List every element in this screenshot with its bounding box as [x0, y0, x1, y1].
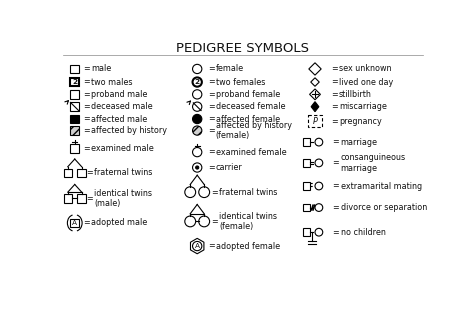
- Bar: [77, 194, 86, 203]
- Text: =: =: [331, 65, 338, 73]
- Text: =: =: [83, 78, 90, 86]
- Bar: [64, 194, 72, 203]
- Text: adopted female: adopted female: [216, 242, 280, 251]
- Text: =: =: [83, 90, 90, 99]
- Bar: [71, 65, 79, 73]
- Text: =: =: [333, 138, 339, 147]
- Text: stillbirth: stillbirth: [339, 90, 372, 99]
- Text: pregnancy: pregnancy: [339, 117, 382, 126]
- Text: =: =: [333, 203, 339, 212]
- Text: affected by history: affected by history: [91, 126, 167, 135]
- Text: =: =: [333, 182, 339, 190]
- Text: =: =: [333, 158, 339, 167]
- Text: proband female: proband female: [216, 90, 280, 99]
- Text: =: =: [331, 102, 338, 111]
- Circle shape: [192, 126, 202, 135]
- Text: identical twins
(female): identical twins (female): [219, 212, 277, 231]
- Text: =: =: [208, 90, 215, 99]
- Text: =: =: [83, 102, 90, 111]
- Text: no children: no children: [341, 228, 385, 237]
- Bar: [302, 204, 310, 211]
- Text: fraternal twins: fraternal twins: [94, 169, 153, 177]
- Text: =: =: [83, 218, 90, 227]
- Text: =: =: [83, 144, 90, 153]
- Text: =: =: [208, 163, 215, 172]
- Text: =: =: [211, 217, 218, 226]
- Bar: [71, 78, 79, 86]
- Text: =: =: [331, 117, 338, 126]
- Text: extramarital mating: extramarital mating: [341, 182, 422, 190]
- Text: =: =: [83, 114, 90, 123]
- Text: affected male: affected male: [91, 114, 147, 123]
- Bar: [71, 144, 79, 153]
- Text: =: =: [86, 194, 93, 203]
- Text: =: =: [208, 126, 215, 135]
- Bar: [71, 126, 79, 135]
- Text: proband male: proband male: [91, 90, 147, 99]
- Bar: [308, 115, 322, 128]
- Text: =: =: [208, 148, 215, 157]
- Text: =: =: [208, 65, 215, 73]
- Text: male: male: [91, 65, 111, 73]
- Text: examined female: examined female: [216, 148, 286, 157]
- Text: miscarriage: miscarriage: [339, 102, 387, 111]
- Text: =: =: [331, 90, 338, 99]
- Text: 2: 2: [195, 79, 200, 85]
- Text: sex unknown: sex unknown: [339, 65, 392, 73]
- Text: two males: two males: [91, 78, 133, 86]
- Text: divorce or separation: divorce or separation: [341, 203, 427, 212]
- Text: fraternal twins: fraternal twins: [219, 188, 277, 197]
- Bar: [71, 90, 79, 99]
- Text: PEDIGREE SYMBOLS: PEDIGREE SYMBOLS: [176, 42, 310, 55]
- Text: marriage: marriage: [341, 138, 378, 147]
- Text: examined male: examined male: [91, 144, 154, 153]
- Bar: [302, 159, 310, 167]
- Text: lived one day: lived one day: [339, 78, 393, 86]
- Text: =: =: [208, 114, 215, 123]
- Text: A: A: [195, 243, 200, 249]
- Text: A: A: [72, 220, 77, 226]
- Circle shape: [196, 166, 199, 169]
- Text: =: =: [211, 188, 218, 197]
- Text: affected female: affected female: [216, 114, 280, 123]
- Circle shape: [192, 114, 202, 124]
- Bar: [302, 182, 310, 190]
- Bar: [302, 138, 310, 146]
- Text: =: =: [208, 242, 215, 251]
- Text: =: =: [331, 78, 338, 86]
- Text: affected by history
(female): affected by history (female): [216, 121, 292, 140]
- Text: =: =: [208, 102, 215, 111]
- Text: deceased male: deceased male: [91, 102, 153, 111]
- Text: =: =: [333, 228, 339, 237]
- Text: adopted male: adopted male: [91, 218, 147, 227]
- Bar: [64, 169, 72, 177]
- Bar: [302, 228, 310, 236]
- Text: consanguineous
marriage: consanguineous marriage: [341, 153, 406, 173]
- Text: deceased female: deceased female: [216, 102, 285, 111]
- Text: =: =: [83, 126, 90, 135]
- Text: =: =: [86, 169, 93, 177]
- Text: =: =: [208, 78, 215, 86]
- Text: female: female: [216, 65, 244, 73]
- Bar: [71, 115, 79, 123]
- Bar: [71, 102, 79, 111]
- Bar: [71, 219, 79, 227]
- Polygon shape: [311, 102, 319, 112]
- Text: carrier: carrier: [216, 163, 243, 172]
- Text: =: =: [83, 65, 90, 73]
- Text: 2: 2: [72, 79, 77, 85]
- Text: identical twins
(male): identical twins (male): [94, 189, 152, 208]
- Bar: [77, 169, 86, 177]
- Text: P: P: [312, 117, 318, 126]
- Text: two females: two females: [216, 78, 265, 86]
